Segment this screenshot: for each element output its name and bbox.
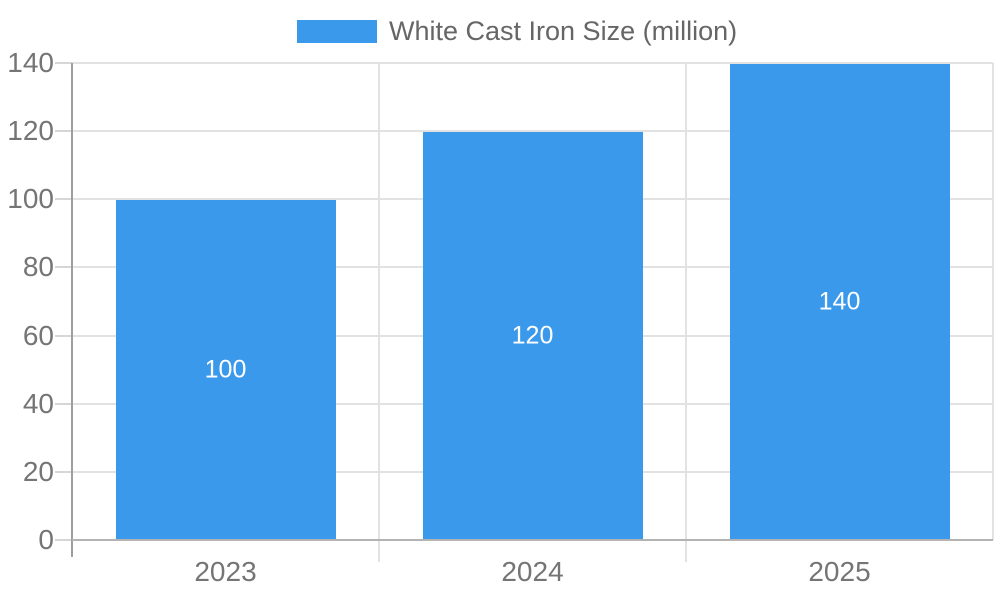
- y-axis-tick: [55, 198, 72, 201]
- y-axis-tick-label: 80: [22, 251, 54, 283]
- gridline-horizontal: [72, 130, 993, 133]
- y-axis-tick: [55, 266, 72, 269]
- bar-2025[interactable]: [729, 64, 950, 540]
- y-axis-tick: [55, 539, 72, 541]
- y-axis-tick: [55, 470, 72, 473]
- x-axis-category-label: 2025: [808, 556, 871, 587]
- bar-value-label: 120: [511, 321, 554, 350]
- x-axis-category-label: 2024: [501, 556, 564, 587]
- bar-2024[interactable]: [422, 132, 643, 540]
- bar-2023[interactable]: [115, 200, 336, 540]
- y-axis-tick-label: 60: [22, 319, 54, 351]
- gridline-vertical: [378, 63, 380, 562]
- y-axis-tick-label: 40: [22, 387, 54, 419]
- gridline-vertical: [685, 63, 687, 562]
- legend-label: White Cast Iron Size (million): [389, 16, 738, 46]
- legend-swatch-icon: [297, 20, 377, 43]
- gridline-horizontal: [72, 62, 993, 64]
- y-axis-tick: [55, 130, 72, 133]
- y-axis-tick-label: 100: [7, 183, 54, 215]
- plot-right-border: [992, 63, 994, 540]
- y-axis-tick: [55, 334, 72, 337]
- bar-value-label: 100: [204, 355, 247, 384]
- y-axis-tick-label: 0: [38, 524, 54, 555]
- bar-value-label: 140: [818, 287, 861, 316]
- legend-item[interactable]: White Cast Iron Size (million): [297, 18, 737, 45]
- y-axis-tick-label: 20: [22, 455, 54, 487]
- x-axis-line: [72, 539, 993, 541]
- y-axis-tick: [55, 402, 72, 405]
- y-axis-tick: [55, 62, 72, 64]
- y-axis-line: [71, 63, 73, 557]
- y-axis-tick-label: 120: [7, 115, 54, 147]
- y-axis-tick-label: 140: [7, 47, 54, 78]
- x-axis-category-label: 2023: [194, 556, 257, 587]
